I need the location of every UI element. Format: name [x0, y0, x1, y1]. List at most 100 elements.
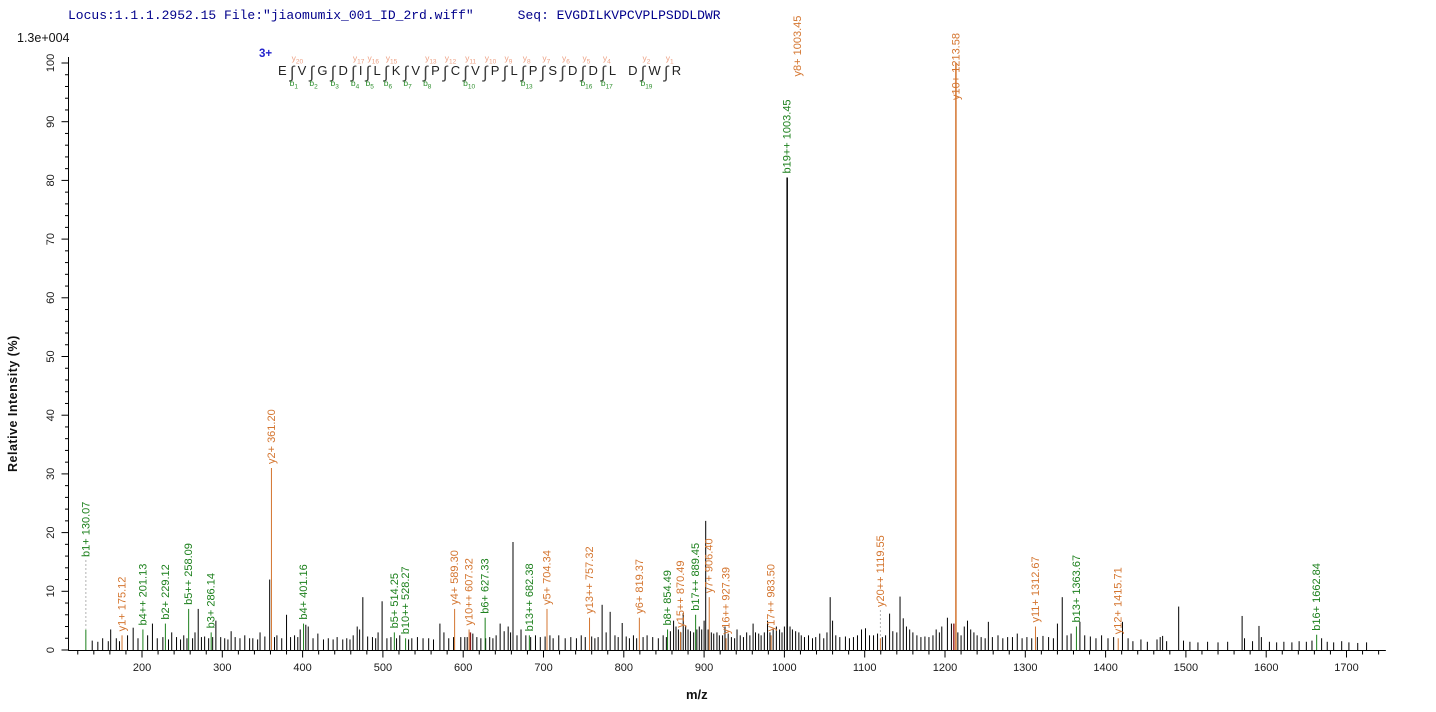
residue: D: [628, 63, 638, 78]
x-tick-label: 700: [534, 662, 552, 674]
peak-label: b1+ 130.07: [80, 502, 92, 557]
b-ion-tag: b4: [350, 78, 360, 91]
sequence-text: Seq: EVGDILKVPCVPLPSDDLDWR: [517, 8, 721, 23]
peak-label: b8+ 854.49: [662, 570, 674, 625]
fragmentation-mark: ∫ y9: [502, 53, 513, 82]
peak-label: b16+ 1662.84: [1311, 563, 1323, 631]
y-ion-tag: y11: [465, 53, 477, 66]
residue: K: [391, 63, 401, 78]
fragmentation-mark: ∫ y10: [482, 53, 497, 82]
y-ion-tag: y1: [665, 53, 674, 66]
y-tick-label: 40: [45, 409, 57, 421]
b-ion-tag: b3: [330, 78, 339, 91]
residue: L: [373, 63, 381, 78]
fragmentation-mark: ∫ y4 b17: [600, 53, 613, 91]
fragmentation-mark: ∫ y11 b10: [463, 53, 477, 91]
peak-label: b4++ 201.13: [137, 564, 149, 626]
residue: D: [588, 63, 598, 78]
residue: I: [358, 63, 363, 78]
y-ion-tag: y12: [444, 53, 457, 66]
peak-label: y10++ 607.32: [464, 558, 476, 625]
peak-label: b10++ 528.27: [400, 566, 412, 634]
fragmentation-mark: ∫ y5 b16: [580, 53, 593, 91]
b-ion-tag: b17: [600, 78, 613, 91]
fragmentation-mark: ∫ y8 b13: [520, 53, 533, 91]
fragmentation-mark: ∫ y13 b8: [423, 53, 437, 91]
peak-label: y10+ 1213.58: [950, 33, 962, 100]
peak-label: y16++ 927.39: [721, 567, 733, 634]
y-tick-label: 50: [45, 350, 57, 362]
b-ion-tag: b2: [309, 78, 318, 91]
peak-label: y7+ 906.40: [704, 538, 716, 593]
residue: V: [297, 63, 307, 78]
y-ion-tag: y4: [602, 53, 611, 66]
fragmentation-mark: ∫ b3: [330, 63, 339, 91]
x-tick-label: 1500: [1174, 662, 1198, 674]
y-ion-tag: y16: [367, 53, 379, 66]
b-ion-tag: b6: [383, 78, 393, 91]
x-tick-label: 900: [695, 662, 713, 674]
x-tick-label: 800: [615, 662, 633, 674]
peak-label: b5++ 258.09: [183, 543, 195, 605]
residue: D: [338, 63, 348, 78]
y-ion-tag: y10: [484, 53, 497, 66]
y-tick-label: 70: [45, 233, 57, 245]
residue: G: [317, 63, 328, 78]
peak-label: y5+ 704.34: [541, 550, 553, 605]
residue: D: [568, 63, 578, 78]
residue: V: [411, 63, 421, 78]
peak-label: y1+ 175.12: [117, 577, 129, 632]
y-ion-tag: y13: [425, 53, 437, 66]
residue: E: [278, 63, 287, 78]
peak-label: b6+ 627.33: [480, 558, 492, 613]
x-tick-label: 300: [213, 662, 231, 674]
x-tick-label: 1400: [1093, 662, 1117, 674]
x-tick-label: 500: [374, 662, 392, 674]
peak-label: b5+ 514.25: [389, 573, 401, 628]
y-ion-tag: y7: [542, 53, 551, 66]
y-tick-label: 80: [45, 174, 57, 186]
peak-label: y4+ 589.30: [449, 550, 461, 605]
peak-label: y20++ 1119.55: [875, 535, 887, 607]
b-ion-tag: b8: [423, 78, 432, 91]
peak-label: y12+ 1415.71: [1113, 567, 1125, 634]
peak-label: b17++ 889.45: [690, 543, 702, 611]
x-tick-label: 1000: [772, 662, 796, 674]
y-ion-tag: y9: [504, 53, 513, 66]
x-tick-label: 1100: [853, 662, 877, 674]
peak-label: y6+ 819.37: [634, 559, 646, 614]
y-tick-label: 60: [45, 292, 57, 304]
y-ion-tag: y6: [562, 53, 570, 66]
residue: P: [528, 63, 538, 78]
y-ion-tag: y15: [385, 53, 398, 66]
y-tick-label: 10: [45, 585, 57, 597]
b-ion-tag: b10: [463, 78, 476, 91]
fragmentation-mark: ∫ y20 b1: [289, 53, 304, 91]
fragmentation-mark: ∫ y15 b6: [383, 53, 398, 91]
fragmentation-mark: ∫ y7: [540, 53, 551, 82]
x-tick-label: 1200: [933, 662, 957, 674]
y-ion-tag: y17: [352, 53, 365, 66]
x-tick-label: 1600: [1254, 662, 1278, 674]
precursor-charge-label: 3+: [259, 48, 273, 60]
y-ion-tag: y5: [582, 53, 591, 66]
b-ion-tag: b13: [520, 78, 533, 91]
y-tick-label: 0: [45, 647, 57, 653]
b-ion-tag: b1: [289, 78, 299, 91]
peak-label: b4+ 401.16: [298, 564, 310, 619]
peak-label: b19++ 1003.45: [782, 99, 794, 173]
x-axis-title: m/z: [686, 687, 708, 702]
peak-label: y2+ 361.20: [266, 409, 278, 464]
x-tick-label: 400: [293, 662, 311, 674]
peak-label: y8+ 1003.45: [792, 16, 804, 77]
y-tick-label: 90: [45, 116, 57, 128]
residue: V: [471, 63, 480, 78]
peak-label: b3+ 286.14: [206, 573, 218, 628]
residue: P: [431, 63, 440, 78]
locus-file-text: Locus:1.1.1.2952.15 File:"jiaomumix_001_…: [68, 8, 474, 23]
peak-label: b2+ 229.12: [160, 564, 172, 619]
fragmentation-mark: ∫ y17 b4: [350, 53, 365, 91]
y-ion-tag: y2: [642, 53, 651, 66]
peptide-sequence: E ∫ y20 b1 V ∫ b2 G ∫ b3 D ∫ y17 b4 I ∫ y16 b5 L ∫ y15 b6 K ∫ b7…: [276, 53, 683, 91]
b-ion-tag: b16: [580, 78, 593, 91]
